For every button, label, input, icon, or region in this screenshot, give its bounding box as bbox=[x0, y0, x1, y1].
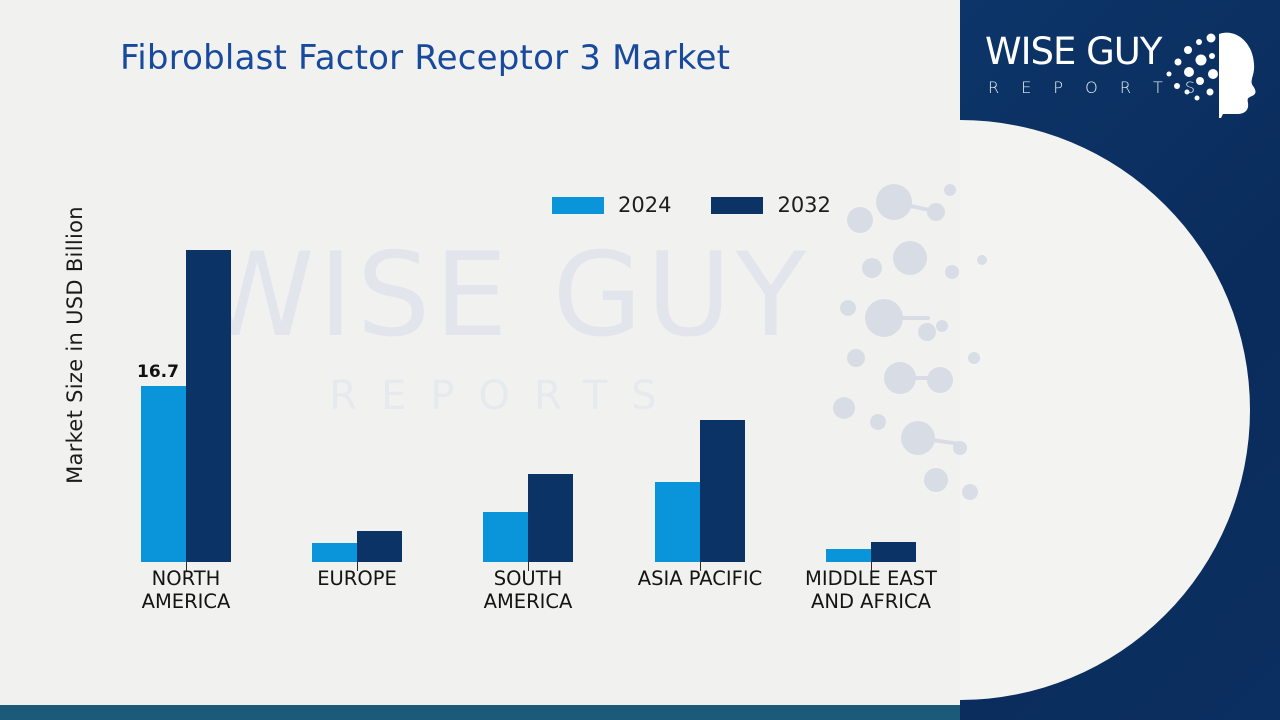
y-axis-label: Market Size in USD Billion bbox=[63, 206, 87, 484]
legend-swatch-2032 bbox=[711, 196, 764, 214]
bar-2032-north-america bbox=[186, 250, 231, 562]
bar-2032-europe bbox=[357, 530, 402, 562]
bar-2024-north-america bbox=[141, 386, 186, 562]
bar-2024-south-america bbox=[483, 511, 528, 562]
bar-group bbox=[312, 150, 402, 562]
brand-logo: WISE GUY R E P O R T S bbox=[985, 30, 1260, 120]
x-axis-category-label: EUROPE bbox=[317, 567, 397, 590]
bar-group: 16.7 bbox=[137, 150, 231, 562]
bar-group bbox=[483, 150, 573, 562]
legend-label-2032: 2032 bbox=[777, 193, 831, 217]
axis-tick bbox=[357, 562, 358, 571]
x-axis-category-label: NORTH AMERICA bbox=[141, 567, 231, 613]
axis-tick bbox=[528, 562, 529, 571]
brand-panel bbox=[960, 0, 1280, 720]
bottom-accent-strip bbox=[0, 705, 960, 720]
legend-item-2024: 2024 bbox=[552, 193, 671, 217]
x-axis-category-label: SOUTH AMERICA bbox=[483, 567, 573, 613]
bar-value-label: 16.7 bbox=[137, 362, 179, 382]
logo-wise-text: WISE GUY bbox=[985, 30, 1162, 73]
bar-group bbox=[655, 150, 745, 562]
bar-2024-europe bbox=[312, 543, 357, 562]
bar-2024-asia-pacific bbox=[655, 481, 700, 562]
chart-plot-area: 16.7 bbox=[110, 150, 916, 562]
bar-2024-middle-east-and-africa bbox=[826, 548, 871, 562]
axis-tick bbox=[700, 562, 701, 571]
x-axis-category-label: MIDDLE EAST AND AFRICA bbox=[805, 567, 937, 613]
page-title: Fibroblast Factor Receptor 3 Market bbox=[120, 38, 731, 78]
logo-dot-head-icon bbox=[1166, 32, 1256, 118]
chart-legend: 2024 2032 bbox=[552, 193, 831, 217]
legend-label-2024: 2024 bbox=[618, 193, 672, 217]
axis-tick bbox=[871, 562, 872, 571]
bar-2032-asia-pacific bbox=[700, 419, 745, 562]
logo-reports-text: R E P O R T S bbox=[988, 78, 1204, 97]
legend-item-2032: 2032 bbox=[711, 193, 831, 217]
bar-2032-south-america bbox=[528, 474, 573, 562]
x-axis-category-label: ASIA PACIFIC bbox=[637, 567, 763, 590]
legend-swatch-2024 bbox=[552, 196, 604, 214]
axis-tick bbox=[186, 562, 187, 571]
bar-group bbox=[826, 150, 916, 562]
bar-2032-middle-east-and-africa bbox=[871, 541, 916, 562]
